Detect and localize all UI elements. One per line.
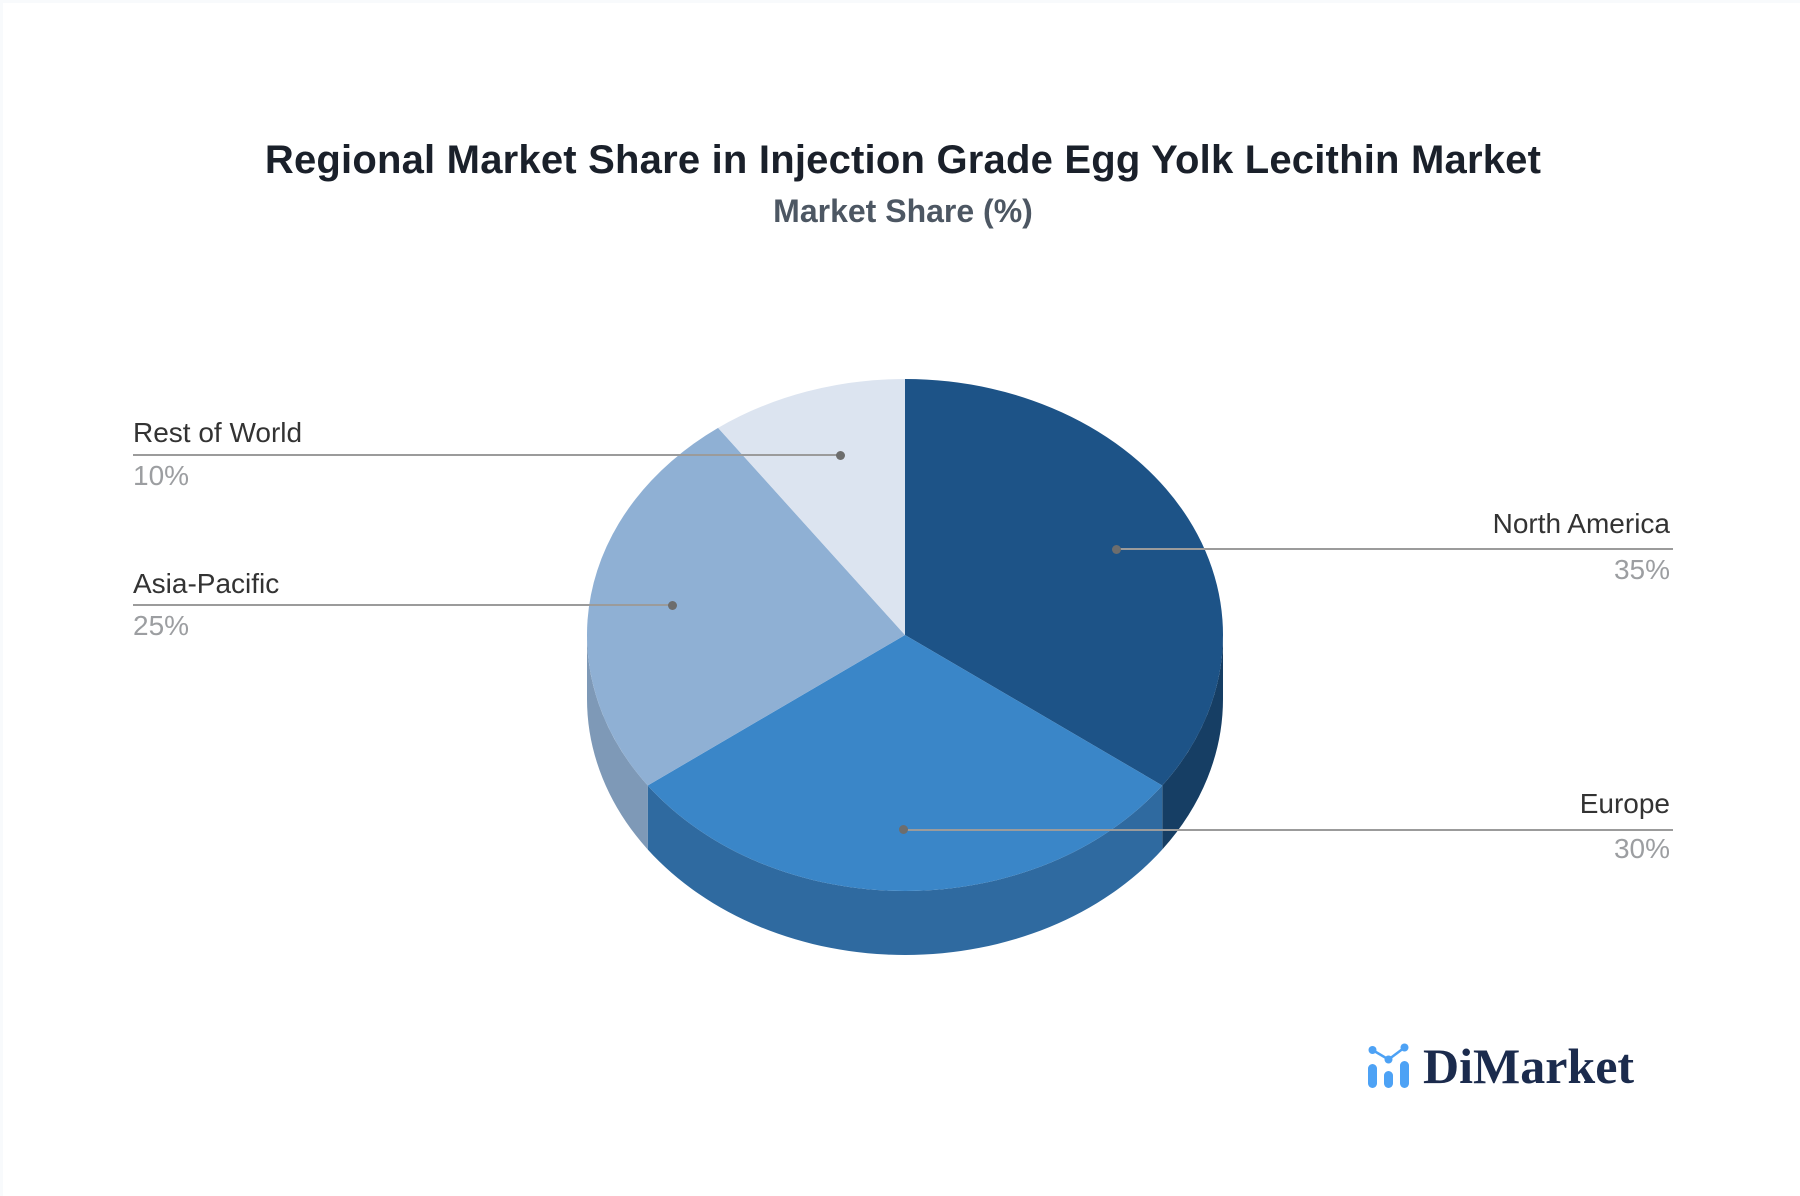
leader-dot-rest-of-world	[836, 451, 845, 460]
brand-name: DiMarket	[1423, 1038, 1635, 1094]
pie-slice-asia-pacific[interactable]	[586, 427, 905, 786]
leader-dot-north-america	[1112, 545, 1121, 554]
callout-label-rest-of-world: Rest of World	[133, 417, 303, 448]
pie-chart	[586, 379, 1223, 955]
leader-line-rest-of-world	[133, 454, 844, 456]
callout-value-rest-of-world: 10%	[133, 460, 190, 491]
callout-label-europe: Europe	[1579, 788, 1670, 819]
leader-dot-asia-pacific	[668, 601, 677, 610]
pie-slice-europe[interactable]	[647, 635, 1163, 891]
brand-logo: DiMarket	[1365, 1041, 1634, 1091]
callout-value-europe: 30%	[1613, 833, 1670, 864]
leader-line-north-america	[1117, 548, 1673, 550]
leader-dot-europe	[899, 825, 908, 834]
callout-value-north-america: 35%	[1613, 554, 1670, 585]
pie-slice-north-america[interactable]	[905, 379, 1223, 786]
bar-line-chart-icon	[1368, 1043, 1409, 1088]
pie-slice-side	[587, 635, 648, 850]
callout-value-asia-pacific: 25%	[133, 610, 190, 641]
leader-line-europe	[904, 829, 1673, 831]
pie-slice-rest-of-world[interactable]	[718, 379, 905, 635]
leader-line-asia-pacific	[133, 604, 673, 606]
callout-label-north-america: North America	[1492, 508, 1670, 539]
callout-label-asia-pacific: Asia-Pacific	[133, 568, 280, 599]
page-title: Regional Market Share in Injection Grade…	[264, 138, 1542, 182]
pie-slice-side	[647, 785, 1163, 955]
chart-subtitle: Market Share (%)	[773, 193, 1033, 229]
pie-slice-side	[1162, 635, 1223, 850]
